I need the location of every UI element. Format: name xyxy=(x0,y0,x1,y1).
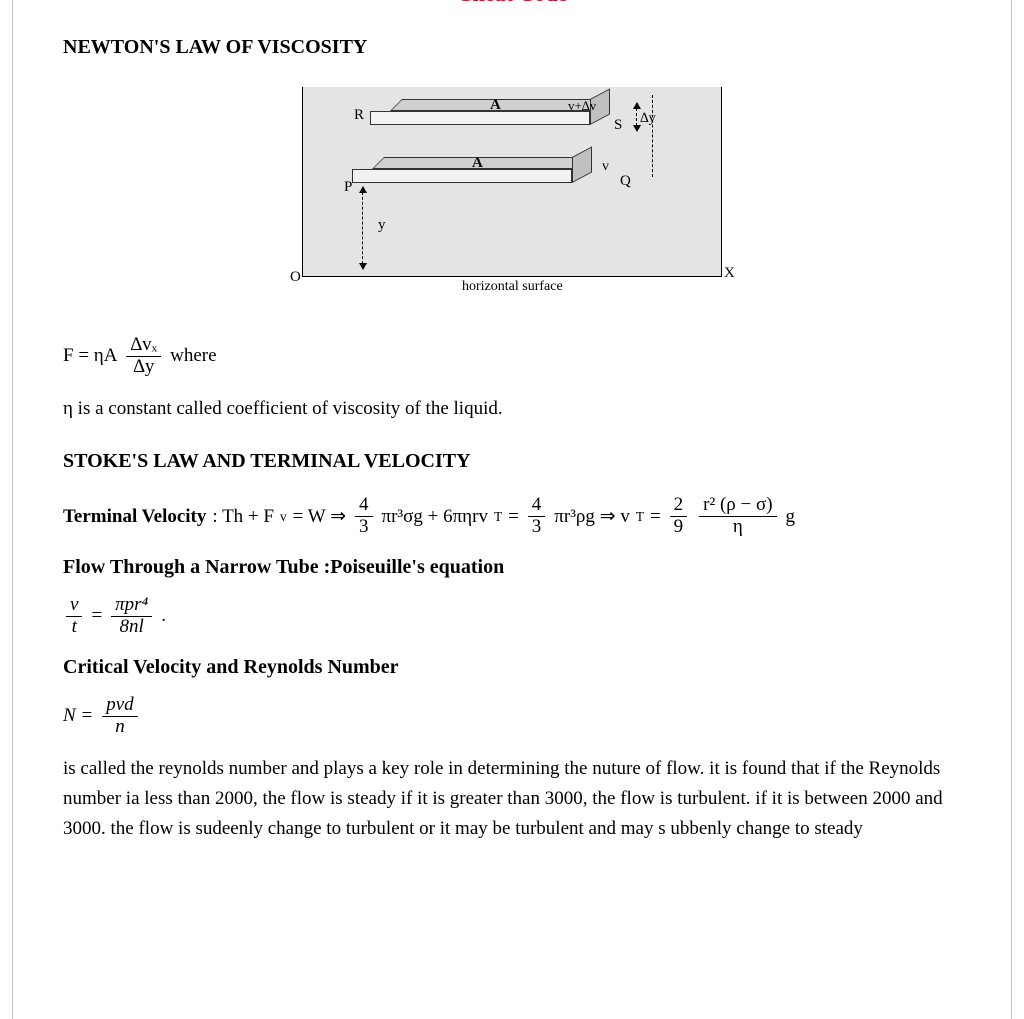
tv-part-b: = W ⇒ xyxy=(293,505,346,528)
viscosity-diagram: A A R S P Q v+∆v v ∆y y O X horizontal s… xyxy=(292,87,732,297)
poiseuille-frac-2: πpr⁴ 8nl xyxy=(111,595,152,638)
section-newton-title: NEWTON'S LAW OF VISCOSITY xyxy=(63,36,961,59)
plate-area-label-upper: A xyxy=(490,97,501,114)
poiseuille-equals: = xyxy=(91,605,102,627)
poi-frac2-num: πpr⁴ xyxy=(111,595,152,617)
section-stokes-title: STOKE'S LAW AND TERMINAL VELOCITY xyxy=(63,450,961,473)
reynolds-lhs: N = xyxy=(63,705,93,727)
critical-velocity-title: Critical Velocity and Reynolds Number xyxy=(63,656,961,679)
tv-frac1-den: 3 xyxy=(355,517,373,538)
tv-sub-T2: T xyxy=(636,509,644,525)
label-Q: Q xyxy=(620,173,631,190)
poiseuille-dot: . xyxy=(161,605,166,627)
newton-formula: F = ηA ∆vₓ ∆y where xyxy=(63,335,961,378)
label-P: P xyxy=(344,179,352,196)
label-R: R xyxy=(354,107,364,124)
poiseuille-title: Flow Through a Narrow Tube :Poiseuille's… xyxy=(63,556,961,579)
label-S: S xyxy=(614,117,622,134)
partial-header-text: Cheat Code xyxy=(63,0,961,4)
reynolds-paragraph: is called the reynolds number and plays … xyxy=(63,754,961,845)
reynolds-fraction: pvd n xyxy=(102,695,137,738)
reynolds-equation: N = pvd n xyxy=(63,695,961,738)
y-dimension-line xyxy=(362,187,363,269)
plate-area-label-lower: A xyxy=(472,155,483,172)
newton-frac-den: ∆y xyxy=(129,357,158,378)
poi-frac1-den: t xyxy=(68,617,81,638)
lower-plate: A xyxy=(352,157,592,185)
tv-sub-T1: T xyxy=(494,509,502,525)
tv-part-f: = xyxy=(650,506,661,528)
terminal-velocity-equation: Terminal Velocity : Th + F v = W ⇒ 4 3 πr… xyxy=(63,495,961,538)
newton-formula-lhs: F = ηA xyxy=(63,345,117,367)
label-y: y xyxy=(378,217,386,234)
diagram-container: A A R S P Q v+∆v v ∆y y O X horizontal s… xyxy=(63,87,961,297)
tv-part-e: πr³ρg ⇒ v xyxy=(554,505,630,528)
tv-part-d: = xyxy=(508,506,519,528)
origin-label: O xyxy=(290,269,301,286)
label-v: v xyxy=(602,159,609,175)
tv-part-c: πr³σg + 6πηrv xyxy=(382,506,488,528)
tv-frac-4: r² (ρ − σ) η xyxy=(699,495,776,538)
reynolds-num: pvd xyxy=(102,695,137,717)
label-delta-y: ∆y xyxy=(640,111,656,127)
tv-sub-v: v xyxy=(280,509,287,525)
poi-frac2-den: 8nl xyxy=(116,617,148,638)
tv-frac-2: 4 3 xyxy=(528,495,546,538)
tv-frac3-den: 9 xyxy=(670,517,688,538)
label-v-plus-dv: v+∆v xyxy=(568,98,596,114)
poiseuille-frac-1: v t xyxy=(66,595,82,638)
tv-frac-3: 2 9 xyxy=(670,495,688,538)
horizontal-surface-label: horizontal surface xyxy=(462,279,563,295)
poiseuille-equation: v t = πpr⁴ 8nl . xyxy=(63,595,961,638)
document-page: Cheat Code NEWTON'S LAW OF VISCOSITY A A… xyxy=(12,0,1012,1019)
dy-dimension-line xyxy=(636,103,637,131)
tv-frac-1: 4 3 xyxy=(355,495,373,538)
right-guide-line xyxy=(652,95,653,177)
x-axis-label: X xyxy=(724,265,735,282)
tv-frac3-num: 2 xyxy=(670,495,688,517)
newton-formula-fraction: ∆vₓ ∆y xyxy=(126,335,161,378)
eta-definition: η is a constant called coefficient of vi… xyxy=(63,394,961,424)
terminal-velocity-label: Terminal Velocity xyxy=(63,506,206,528)
reynolds-den: n xyxy=(111,717,129,738)
tv-part-g: g xyxy=(786,506,796,528)
tv-frac2-den: 3 xyxy=(528,517,546,538)
tv-frac1-num: 4 xyxy=(355,495,373,517)
newton-formula-where: where xyxy=(170,345,216,367)
tv-frac4-den: η xyxy=(729,517,747,538)
tv-part-a: : Th + F xyxy=(212,506,274,528)
tv-frac2-num: 4 xyxy=(528,495,546,517)
newton-frac-num: ∆vₓ xyxy=(126,335,161,357)
tv-frac4-num: r² (ρ − σ) xyxy=(699,495,776,517)
poi-frac1-num: v xyxy=(66,595,82,617)
